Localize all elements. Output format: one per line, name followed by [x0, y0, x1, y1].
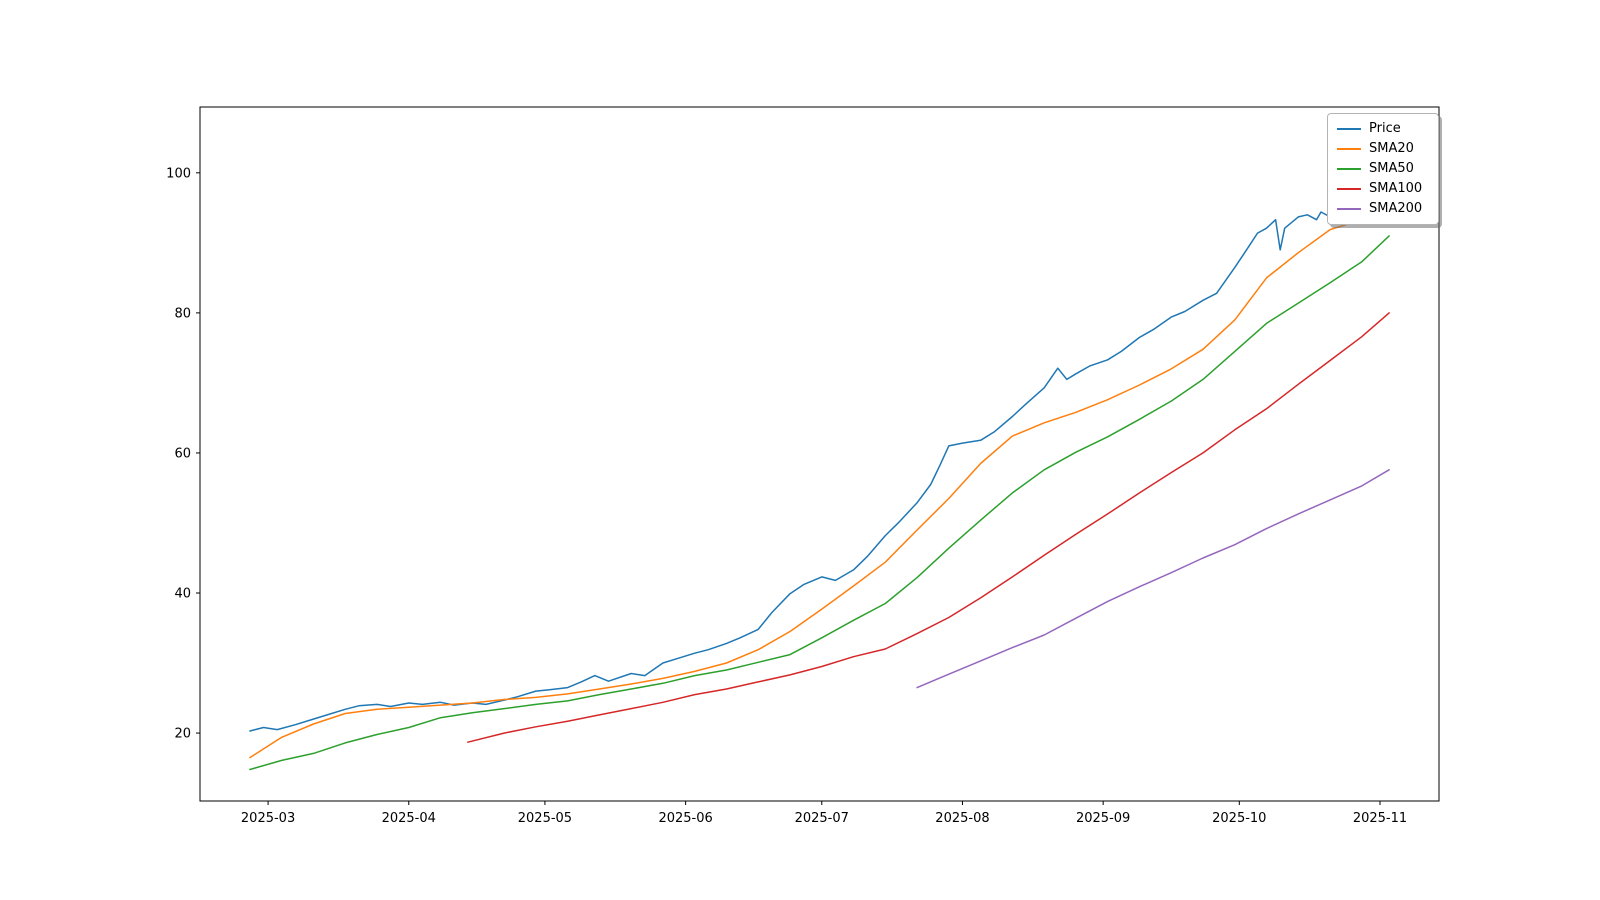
legend-label: Price [1369, 121, 1401, 136]
legend-label: SMA50 [1369, 161, 1414, 176]
legend-label: SMA100 [1369, 181, 1423, 196]
y-tick-label: 20 [174, 727, 191, 742]
sma50-line-swatch [1337, 168, 1361, 170]
price-line-swatch [1337, 128, 1361, 130]
series-line-sma200 [916, 469, 1390, 689]
series-line-sma20 [249, 211, 1390, 759]
sma100-line-swatch [1337, 188, 1361, 190]
x-tick-label: 2025-11 [1353, 811, 1407, 826]
x-tick-label: 2025-07 [795, 811, 849, 826]
x-tick-label: 2025-10 [1212, 811, 1266, 826]
x-tick-label: 2025-09 [1076, 811, 1130, 826]
legend-item-price: Price [1337, 119, 1430, 139]
legend-item-sma50: SMA50 [1337, 159, 1430, 179]
x-tick-label: 2025-08 [935, 811, 989, 826]
legend: Price SMA20 SMA50 SMA100 SMA200 [1327, 113, 1439, 225]
series-line-sma100 [467, 312, 1390, 743]
legend-item-sma20: SMA20 [1337, 139, 1430, 159]
y-tick-label: 60 [174, 446, 191, 461]
y-tick-label: 100 [166, 166, 191, 181]
series-line-sma50 [249, 235, 1390, 771]
sma200-line-swatch [1337, 208, 1361, 210]
legend-item-sma100: SMA100 [1337, 179, 1430, 199]
x-tick-label: 2025-03 [241, 811, 295, 826]
plot-frame [199, 106, 1440, 802]
legend-label: SMA20 [1369, 141, 1414, 156]
legend-item-sma200: SMA200 [1337, 199, 1430, 219]
sma20-line-swatch [1337, 148, 1361, 150]
y-tick-label: 40 [174, 587, 191, 602]
y-tick-label: 80 [174, 306, 191, 321]
legend-label: SMA200 [1369, 201, 1423, 216]
x-tick-label: 2025-06 [658, 811, 712, 826]
x-tick-label: 2025-04 [382, 811, 436, 826]
x-tick-label: 2025-05 [518, 811, 572, 826]
